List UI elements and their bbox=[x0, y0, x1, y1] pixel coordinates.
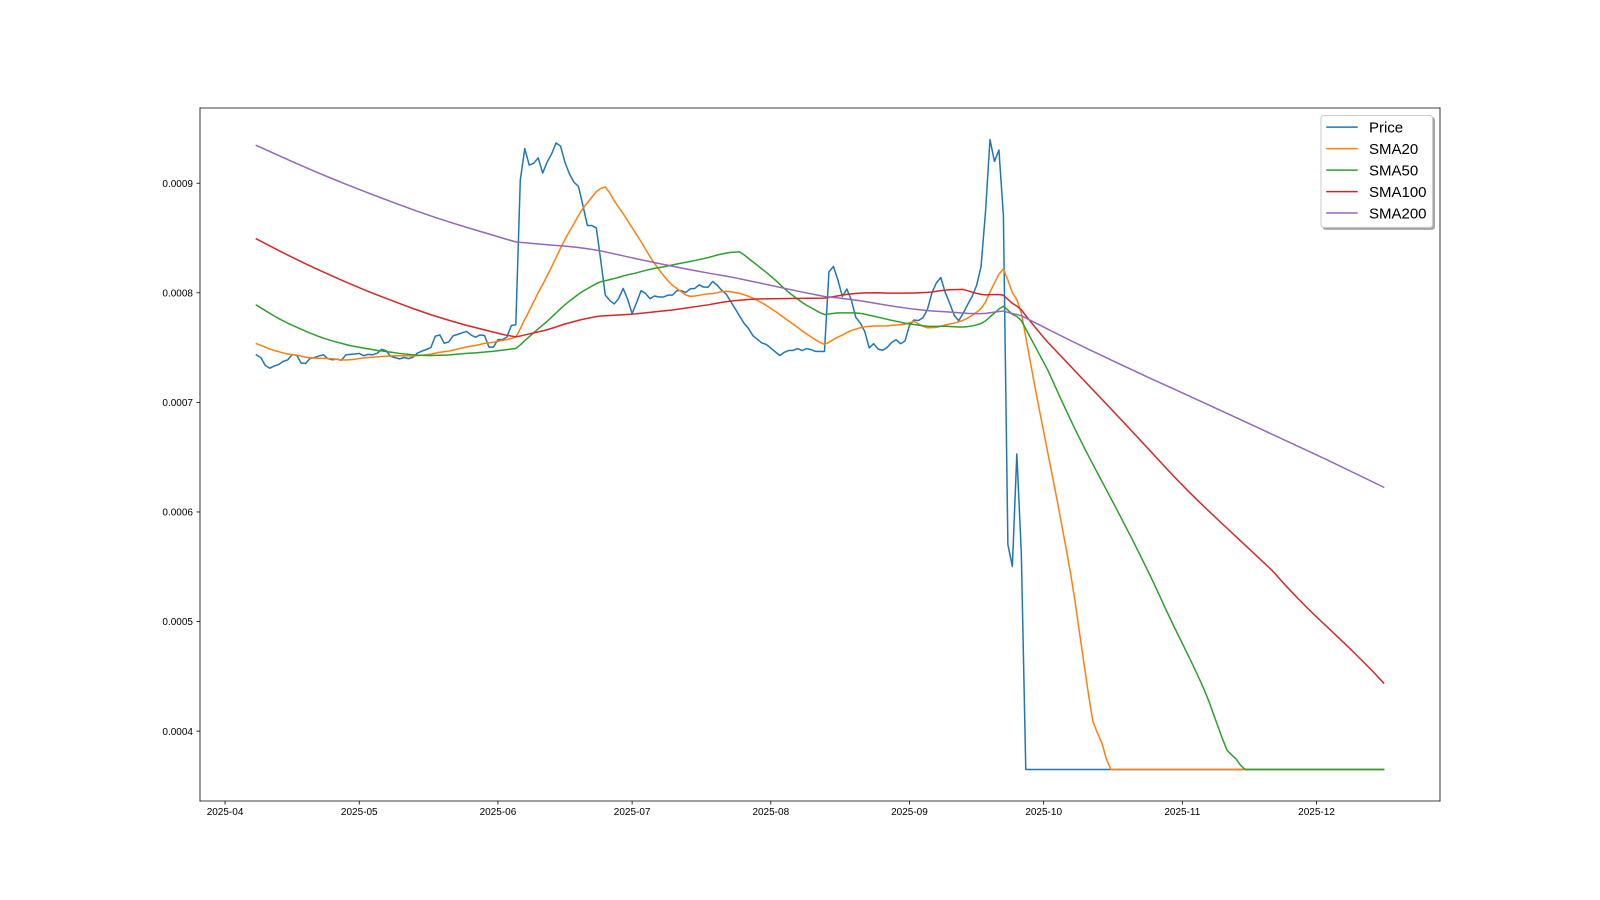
svg-text:0.0006: 0.0006 bbox=[162, 508, 193, 519]
svg-text:0.0005: 0.0005 bbox=[162, 617, 193, 628]
svg-text:SMA200: SMA200 bbox=[1369, 205, 1427, 222]
svg-text:2025-11: 2025-11 bbox=[1164, 807, 1200, 818]
svg-text:0.0009: 0.0009 bbox=[162, 179, 193, 190]
svg-text:0.0007: 0.0007 bbox=[162, 398, 193, 409]
svg-text:0.0004: 0.0004 bbox=[162, 727, 193, 738]
svg-text:2025-08: 2025-08 bbox=[752, 807, 789, 818]
svg-text:2025-07: 2025-07 bbox=[614, 807, 651, 818]
svg-text:0.0008: 0.0008 bbox=[162, 288, 193, 299]
svg-text:2025-04: 2025-04 bbox=[207, 807, 244, 818]
svg-text:2025-10: 2025-10 bbox=[1025, 807, 1062, 818]
svg-text:2025-09: 2025-09 bbox=[891, 807, 928, 818]
svg-text:2025-05: 2025-05 bbox=[341, 807, 378, 818]
svg-text:2025-12: 2025-12 bbox=[1298, 807, 1335, 818]
svg-text:SMA100: SMA100 bbox=[1369, 184, 1427, 201]
svg-text:SMA20: SMA20 bbox=[1369, 141, 1418, 158]
svg-text:Price: Price bbox=[1369, 119, 1403, 136]
svg-text:SMA50: SMA50 bbox=[1369, 162, 1418, 179]
svg-text:2025-06: 2025-06 bbox=[480, 807, 517, 818]
